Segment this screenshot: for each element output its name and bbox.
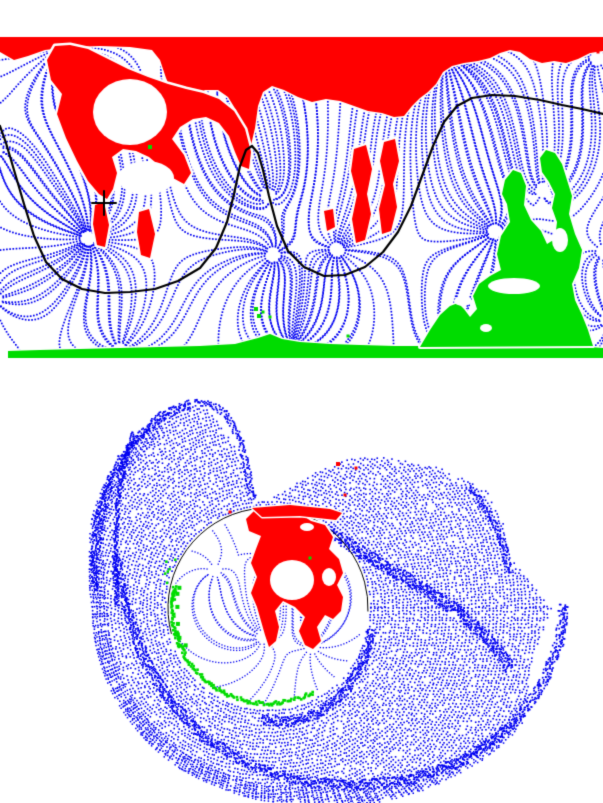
synoptic-map-panel [0, 0, 603, 370]
synoptic-map-canvas [0, 0, 603, 370]
sphere-3d-canvas [0, 370, 603, 803]
sphere-3d-panel [0, 370, 603, 803]
